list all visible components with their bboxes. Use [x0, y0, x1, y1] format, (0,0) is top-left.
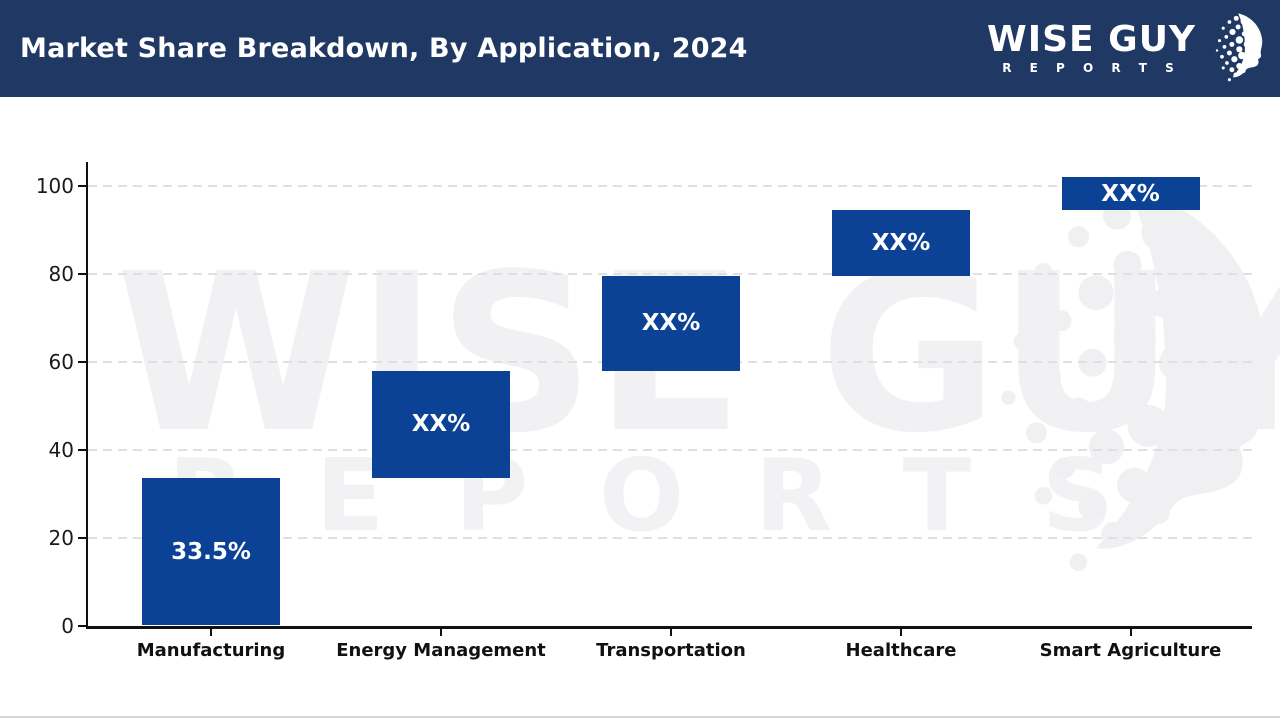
- wiseguy-face-icon: [1204, 11, 1266, 87]
- x-axis-tick-mark: [210, 627, 212, 636]
- bar-manufacturing: [142, 478, 280, 626]
- bar-value-label-smart-agriculture: XX%: [1101, 180, 1160, 207]
- bar-healthcare: [832, 210, 970, 277]
- gridline-40: [88, 448, 1252, 451]
- logo-wordmark: WISE GUY: [986, 19, 1196, 60]
- header-bar: Market Share Breakdown, By Application, …: [0, 0, 1280, 97]
- bar-value-label-healthcare: XX%: [871, 230, 931, 257]
- bar-transportation: [602, 276, 740, 371]
- y-axis-tick-label: 0: [61, 613, 74, 638]
- y-axis-tick-label: 80: [48, 261, 74, 286]
- y-axis-tick-mark: [78, 272, 86, 275]
- bar-value-label-transportation: XX%: [641, 310, 701, 337]
- gridline-100: [88, 184, 1252, 187]
- chart-title: Market Share Breakdown, By Application, …: [20, 33, 748, 64]
- x-axis-tick-mark: [900, 627, 902, 636]
- wiseguy-logo-text: WISE GUY R E P O R T S: [986, 19, 1196, 76]
- wiseguy-logo: WISE GUY R E P O R T S: [987, 11, 1280, 87]
- x-axis-category-label-healthcare: Healthcare: [845, 640, 957, 661]
- x-axis-tick-mark: [440, 627, 442, 636]
- y-axis-tick-label: 60: [48, 349, 74, 374]
- y-axis-tick-mark: [78, 536, 86, 539]
- y-axis-tick-label: 20: [48, 525, 74, 550]
- bar-smart-agriculture: [1061, 177, 1200, 211]
- logo-subtitle: R E P O R T S: [1002, 61, 1181, 75]
- x-axis-category-label-smart-agriculture: Smart Agriculture: [1039, 640, 1222, 661]
- gridline-80: [88, 272, 1252, 275]
- bar-value-label-energy-management: XX%: [411, 411, 471, 438]
- y-axis-tick-mark: [78, 360, 86, 363]
- y-axis-tick-mark: [78, 184, 86, 187]
- bar-value-label-manufacturing: 33.5%: [171, 538, 251, 565]
- x-axis-line: [86, 625, 1252, 629]
- x-axis-category-label-energy-management: Energy Management: [336, 640, 546, 661]
- x-axis-category-label-manufacturing: Manufacturing: [136, 640, 286, 661]
- x-axis-category-label-transportation: Transportation: [596, 640, 746, 661]
- y-axis-tick-mark: [78, 624, 86, 627]
- watermark-text-line2: R E P O R T S: [168, 437, 1132, 554]
- y-axis-tick-label: 100: [35, 173, 74, 198]
- y-axis-line: [86, 162, 88, 629]
- x-axis-tick-mark: [1129, 627, 1132, 636]
- y-axis-tick-mark: [78, 448, 86, 451]
- y-axis-tick-label: 40: [48, 437, 74, 462]
- bottom-border: [0, 716, 1280, 718]
- bar-energy-management: [372, 370, 510, 479]
- x-axis-tick-mark: [670, 627, 672, 636]
- gridline-20: [88, 536, 1252, 539]
